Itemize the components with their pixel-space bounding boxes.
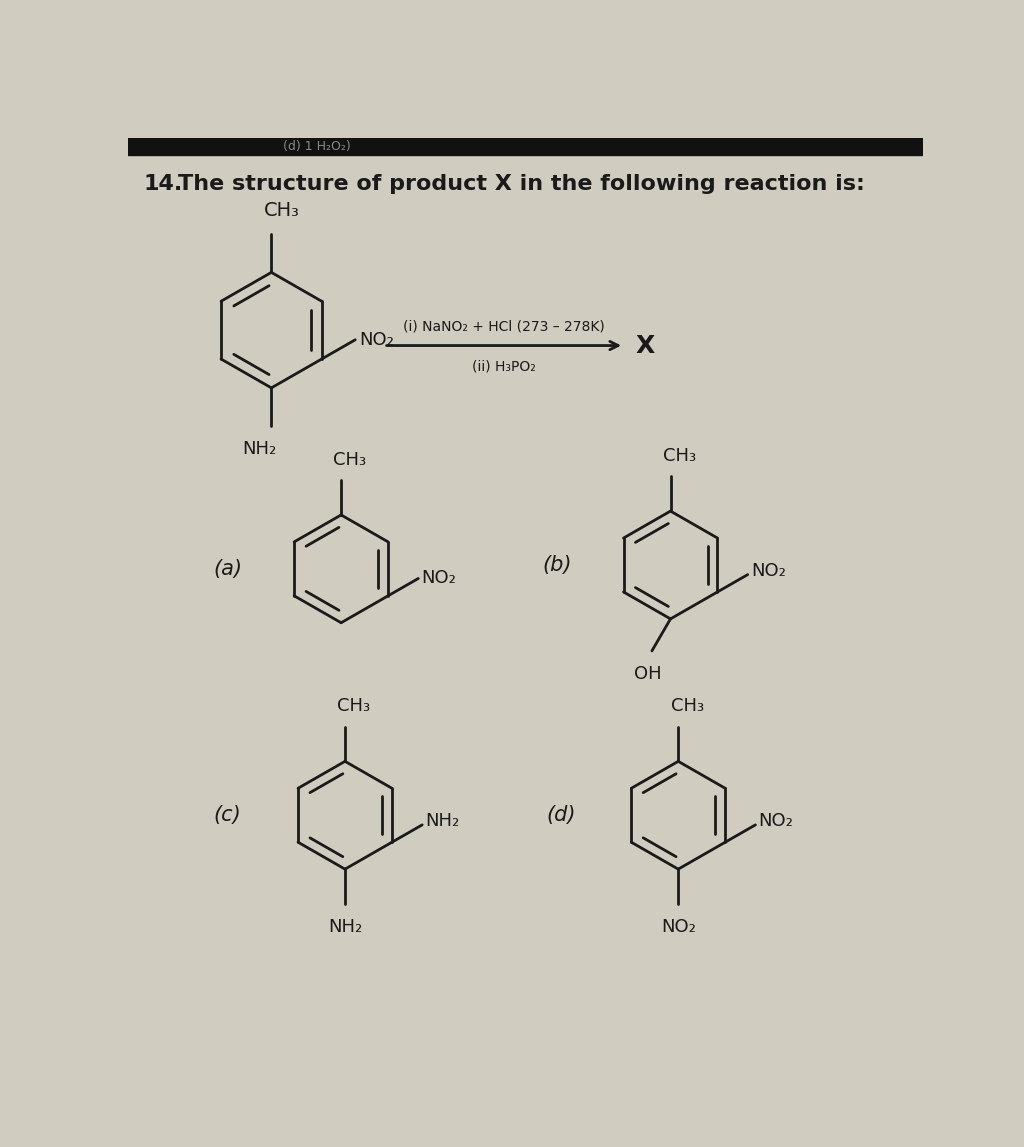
Text: CH₃: CH₃ [334,451,367,469]
Text: (ii) H₃PO₂: (ii) H₃PO₂ [472,359,536,374]
Text: OH: OH [634,665,662,682]
Text: NO₂: NO₂ [422,569,457,587]
Text: (a): (a) [213,559,243,579]
Text: CH₃: CH₃ [663,447,696,465]
Text: NO₂: NO₂ [660,918,695,936]
Text: (d): (d) [547,805,575,825]
Text: 14.: 14. [143,174,182,194]
Text: CH₃: CH₃ [263,201,299,220]
Text: X: X [636,334,655,358]
Text: NO₂: NO₂ [759,812,794,830]
Text: NH₂: NH₂ [243,440,276,459]
Text: NO₂: NO₂ [751,562,785,579]
Text: CH₃: CH₃ [671,697,703,715]
Text: (i) NaNO₂ + HCl (273 – 278K): (i) NaNO₂ + HCl (273 – 278K) [403,320,605,334]
Text: CH₃: CH₃ [337,697,371,715]
Text: NH₂: NH₂ [328,918,362,936]
Text: The structure of product X in the following reaction is:: The structure of product X in the follow… [178,174,865,194]
Text: (d) 1 H₂O₂): (d) 1 H₂O₂) [283,140,351,154]
Text: NH₂: NH₂ [425,812,460,830]
Text: (b): (b) [543,555,572,575]
Text: NO₂: NO₂ [359,330,394,349]
Text: (c): (c) [213,805,241,825]
